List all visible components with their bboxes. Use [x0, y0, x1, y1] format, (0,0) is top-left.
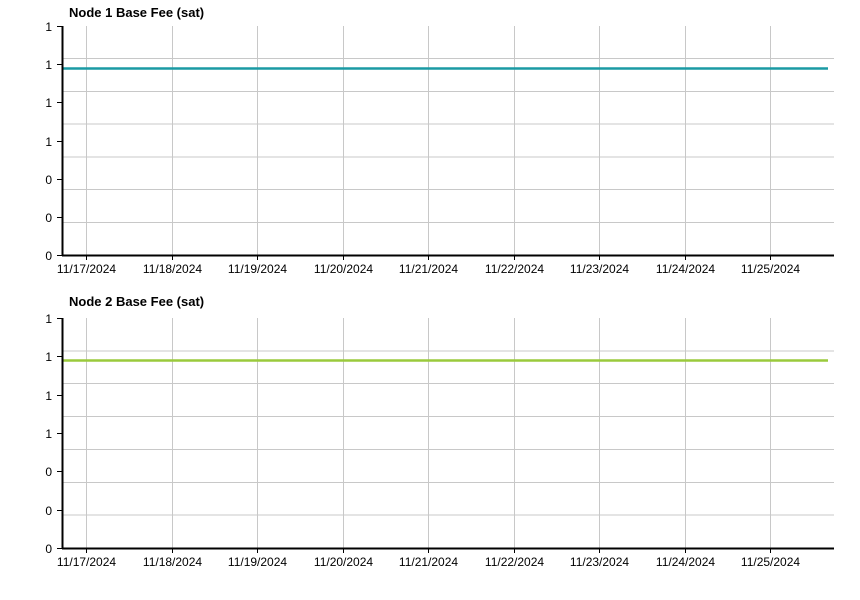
y-tick-label: 1 — [45, 19, 52, 34]
vertical-gridlines — [86, 318, 771, 548]
x-tick-label: 11/24/2024 — [655, 555, 716, 569]
y-tick-label: 0 — [45, 210, 52, 225]
x-tick-label: 11/24/2024 — [655, 262, 716, 276]
x-tick-label: 11/23/2024 — [569, 262, 630, 276]
chart-panel-node-2: Node 2 Base Fee (sat) 1 1 1 1 0 0 0 11/17/2024 1… — [0, 290, 860, 600]
y-tick-label: 1 — [45, 426, 52, 441]
x-tick-label: 11/21/2024 — [398, 262, 459, 276]
plot-area-node-1 — [57, 25, 834, 260]
x-tick-label: 11/20/2024 — [313, 262, 374, 276]
horizontal-gridlines — [62, 350, 834, 516]
horizontal-gridlines — [62, 58, 834, 223]
x-tick-label: 11/19/2024 — [227, 555, 288, 569]
x-tick-label: 11/18/2024 — [142, 555, 203, 569]
x-tick-label: 11/22/2024 — [484, 555, 545, 569]
y-tick-label: 0 — [45, 248, 52, 263]
x-tick-label: 11/25/2024 — [740, 555, 801, 569]
chart-title-node-1: Node 1 Base Fee (sat) — [69, 5, 205, 20]
y-tick-label: 1 — [45, 95, 52, 110]
x-tick-label: 11/17/2024 — [56, 262, 117, 276]
x-tick-label: 11/22/2024 — [484, 262, 545, 276]
y-tick-label: 0 — [45, 172, 52, 187]
x-tick-label: 11/21/2024 — [398, 555, 459, 569]
y-tick-label: 1 — [45, 349, 52, 364]
y-tick-label: 1 — [45, 57, 52, 72]
plot-area-node-2 — [57, 317, 834, 553]
y-tick-label: 1 — [45, 388, 52, 403]
y-tick-label: 0 — [45, 464, 52, 479]
x-tick-label: 11/20/2024 — [313, 555, 374, 569]
y-tick-label: 1 — [45, 134, 52, 149]
x-tick-label: 11/23/2024 — [569, 555, 630, 569]
x-tick-label: 11/18/2024 — [142, 262, 203, 276]
vertical-gridlines — [86, 26, 771, 255]
y-tick-label: 0 — [45, 541, 52, 556]
y-tick-label: 0 — [45, 503, 52, 518]
x-tick-label: 11/19/2024 — [227, 262, 288, 276]
x-tick-label: 11/25/2024 — [740, 262, 801, 276]
chart-panel-node-1: Node 1 Base Fee (sat) 1 1 1 1 0 0 0 11/17/2024 1… — [0, 0, 860, 290]
x-tick-label: 11/17/2024 — [56, 555, 117, 569]
chart-title-node-2: Node 2 Base Fee (sat) — [69, 294, 205, 309]
y-tick-label: 1 — [45, 311, 52, 326]
